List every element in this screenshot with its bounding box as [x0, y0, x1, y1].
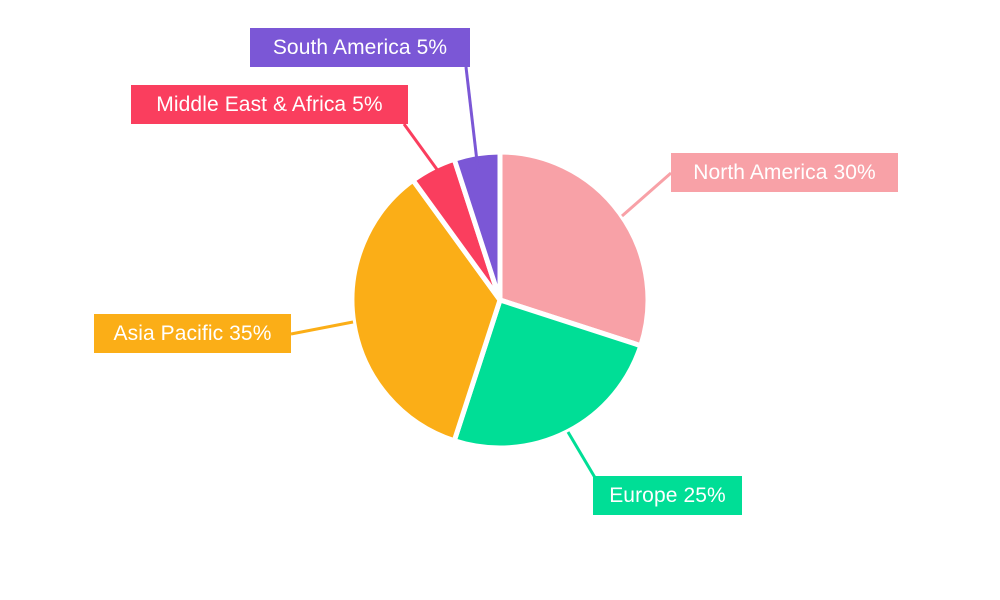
pie-slice-asia-pacific[interactable] — [349, 177, 503, 444]
pie-label-south-america[interactable]: South America 5% — [250, 28, 470, 67]
pie-label-middle-east-africa[interactable]: Middle East & Africa 5% — [131, 85, 408, 124]
pie-slice-europe[interactable] — [451, 297, 644, 451]
leader-line-north-america — [621, 171, 672, 218]
pie-label-asia-pacific[interactable]: Asia Pacific 35% — [94, 314, 291, 353]
pie-slices-group — [349, 149, 651, 451]
pie-slice-north-america[interactable] — [497, 149, 651, 349]
pie-label-north-america[interactable]: North America 30% — [671, 153, 898, 192]
leader-line-europe — [566, 431, 599, 482]
leader-line-middle-east-africa — [402, 123, 451, 187]
pie-leader-lines-group — [290, 66, 672, 482]
leader-line-south-america — [464, 66, 480, 171]
pie-label-europe[interactable]: Europe 25% — [593, 476, 742, 515]
leader-line-asia-pacific — [290, 320, 354, 336]
